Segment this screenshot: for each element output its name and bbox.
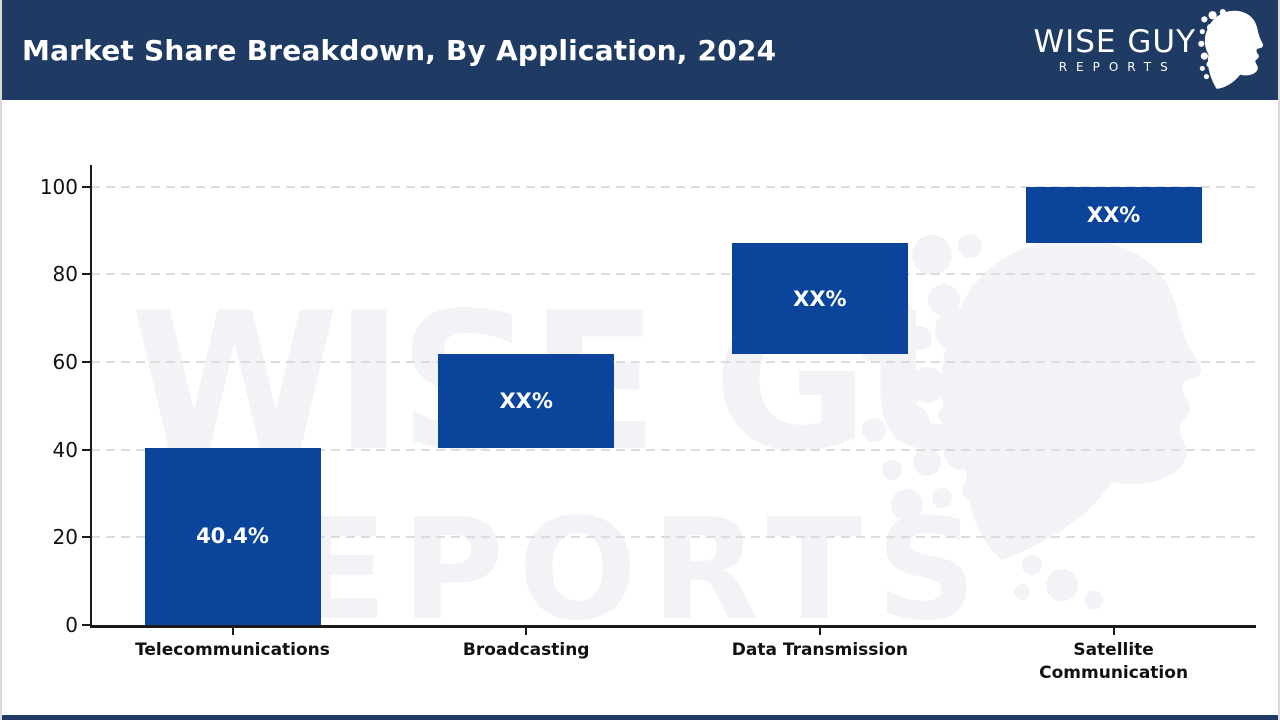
bar-value-label: XX% — [1086, 202, 1141, 227]
y-gridline — [91, 360, 1260, 363]
y-axis-tick-label: 40 — [52, 437, 78, 462]
y-gridline — [91, 273, 1260, 276]
y-axis-tick-label: 20 — [52, 525, 78, 550]
x-axis-tick — [525, 627, 528, 635]
y-axis-line — [90, 165, 92, 627]
x-axis-category-label: Broadcasting — [462, 640, 590, 660]
brand-logo-text: WISE GUY REPORTS — [1033, 24, 1196, 74]
x-axis-tick — [818, 627, 821, 635]
bar-value-label: XX% — [499, 389, 553, 414]
waterfall-bar: 40.4% — [144, 447, 321, 625]
x-axis-tick — [1112, 627, 1115, 635]
y-axis-tick-label: 80 — [52, 262, 78, 287]
brand-name: WISE GUY — [1033, 24, 1196, 60]
x-axis-category-label: Satellite Communication — [1039, 640, 1189, 683]
page-title: Market Share Breakdown, By Application, … — [22, 33, 777, 67]
brand-subname: REPORTS — [1058, 60, 1177, 74]
y-axis-tick — [82, 536, 90, 539]
x-axis-line — [90, 625, 1256, 628]
y-axis-tick-label: 0 — [65, 613, 78, 637]
y-gridline — [91, 185, 1260, 188]
header: Market Share Breakdown, By Application, … — [2, 0, 1278, 100]
y-axis-tick — [82, 360, 90, 363]
waterfall-bar: XX% — [731, 243, 908, 355]
watermark-head-icon — [859, 218, 1202, 609]
x-axis-tick — [231, 627, 234, 635]
y-axis-tick — [82, 448, 90, 451]
y-axis-tick-label: 60 — [52, 349, 78, 374]
y-gridline — [91, 536, 1260, 539]
chart-area: WISE GUY REPORTS — [2, 100, 1278, 716]
y-axis-tick-label: 100 — [39, 174, 78, 199]
waterfall-bar: XX% — [438, 354, 615, 448]
x-axis-category-label: Data Transmission — [731, 640, 909, 660]
x-axis-category-label: Telecommunications — [135, 640, 330, 660]
bar-value-label: XX% — [793, 286, 847, 311]
y-axis-tick — [82, 624, 90, 626]
y-axis-tick — [82, 185, 90, 188]
waterfall-bar: XX% — [1025, 186, 1202, 244]
footer-bar — [2, 715, 1278, 720]
brand-logo: WISE GUY REPORTS — [1033, 7, 1264, 93]
dotted-head-profile-icon — [1198, 9, 1264, 89]
y-axis-tick — [82, 273, 90, 276]
bar-value-label: 40.4% — [196, 524, 269, 549]
y-gridline — [91, 448, 1260, 451]
